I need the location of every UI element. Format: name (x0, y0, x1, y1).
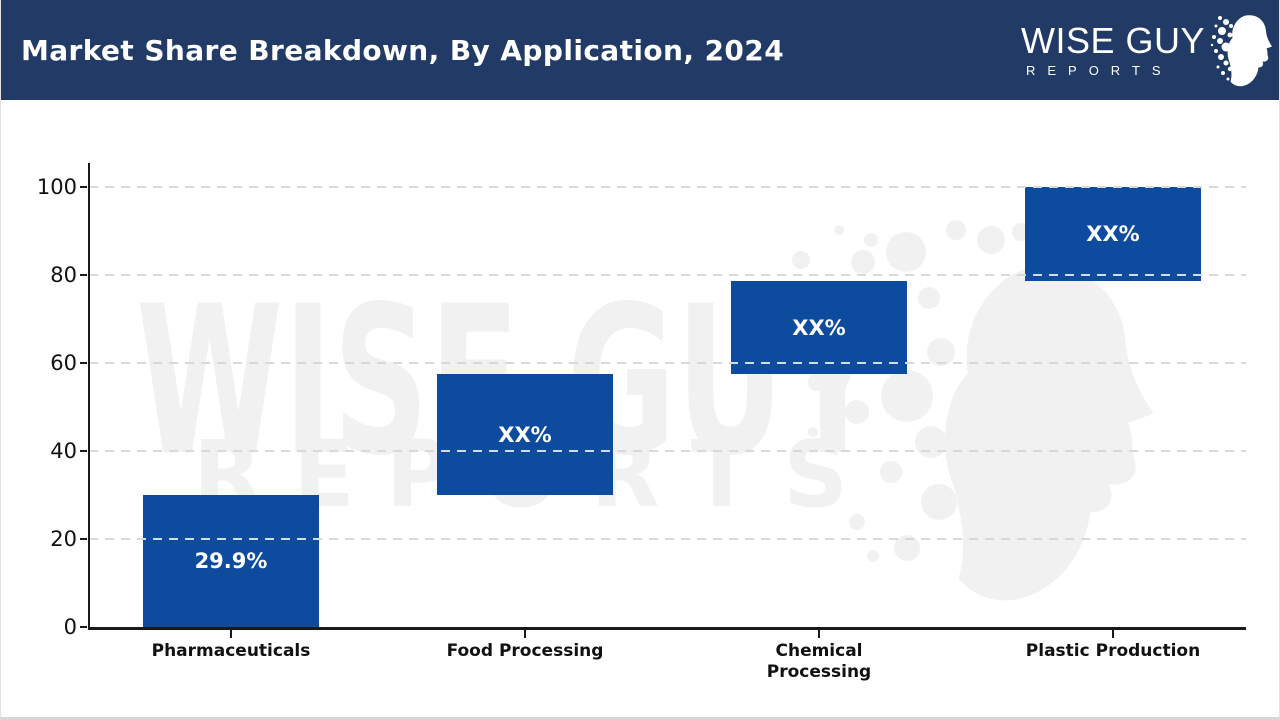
bar-chemical-processing (731, 281, 907, 374)
y-tick-60 (80, 361, 87, 365)
gridline-60 (89, 362, 1246, 364)
brand-face-icon (1210, 15, 1272, 87)
x-category-label-food-processing: Food Processing (446, 641, 604, 661)
y-tick-label-80: 80 (50, 263, 77, 287)
x-tick-plastic-production (1111, 630, 1115, 638)
x-category-label-plastic-production: Plastic Production (1025, 641, 1201, 661)
gridline-20 (89, 538, 1246, 540)
y-tick-0 (80, 625, 87, 629)
brand-logo-text: WISE GUY REPORTS (1020, 19, 1205, 78)
x-tick-chemical-processing (817, 630, 821, 638)
y-tick-20 (80, 537, 87, 541)
bar-label-plastic-production: XX% (1086, 222, 1140, 247)
y-tick-label-60: 60 (50, 351, 77, 375)
x-axis (87, 627, 1246, 630)
y-tick-label-100: 100 (36, 175, 77, 199)
x-tick-food-processing (523, 630, 527, 638)
y-tick-80 (80, 273, 87, 277)
y-tick-label-20: 20 (50, 527, 77, 551)
brand-name: WISE GUY (1020, 19, 1205, 61)
chart-title: Market Share Breakdown, By Application, … (21, 33, 785, 67)
bar-food-processing (437, 374, 613, 496)
y-axis (87, 163, 91, 630)
brand-logo: WISE GUY REPORTS (1021, 8, 1273, 92)
y-tick-40 (80, 449, 87, 453)
y-tick-label-40: 40 (50, 439, 77, 463)
x-category-label-pharmaceuticals: Pharmaceuticals (151, 641, 311, 661)
bar-pharmaceuticals (143, 495, 319, 627)
y-tick-100 (80, 185, 87, 189)
watermark-face-icon (944, 266, 1154, 601)
gridline-100 (89, 186, 1246, 188)
gridline-40 (89, 450, 1246, 452)
bar-label-food-processing: XX% (498, 422, 552, 447)
x-tick-pharmaceuticals (229, 630, 233, 638)
x-category-label-chemical-processing: Chemical Processing (766, 641, 872, 683)
bar-plastic-production (1025, 187, 1201, 282)
gridline-80 (89, 274, 1246, 276)
bar-label-chemical-processing: XX% (792, 315, 846, 340)
header-bar: Market Share Breakdown, By Application, … (1, 0, 1279, 100)
y-tick-label-0: 0 (63, 615, 77, 639)
bar-label-pharmaceuticals: 29.9% (194, 549, 268, 574)
brand-subtitle: REPORTS (1025, 62, 1173, 78)
